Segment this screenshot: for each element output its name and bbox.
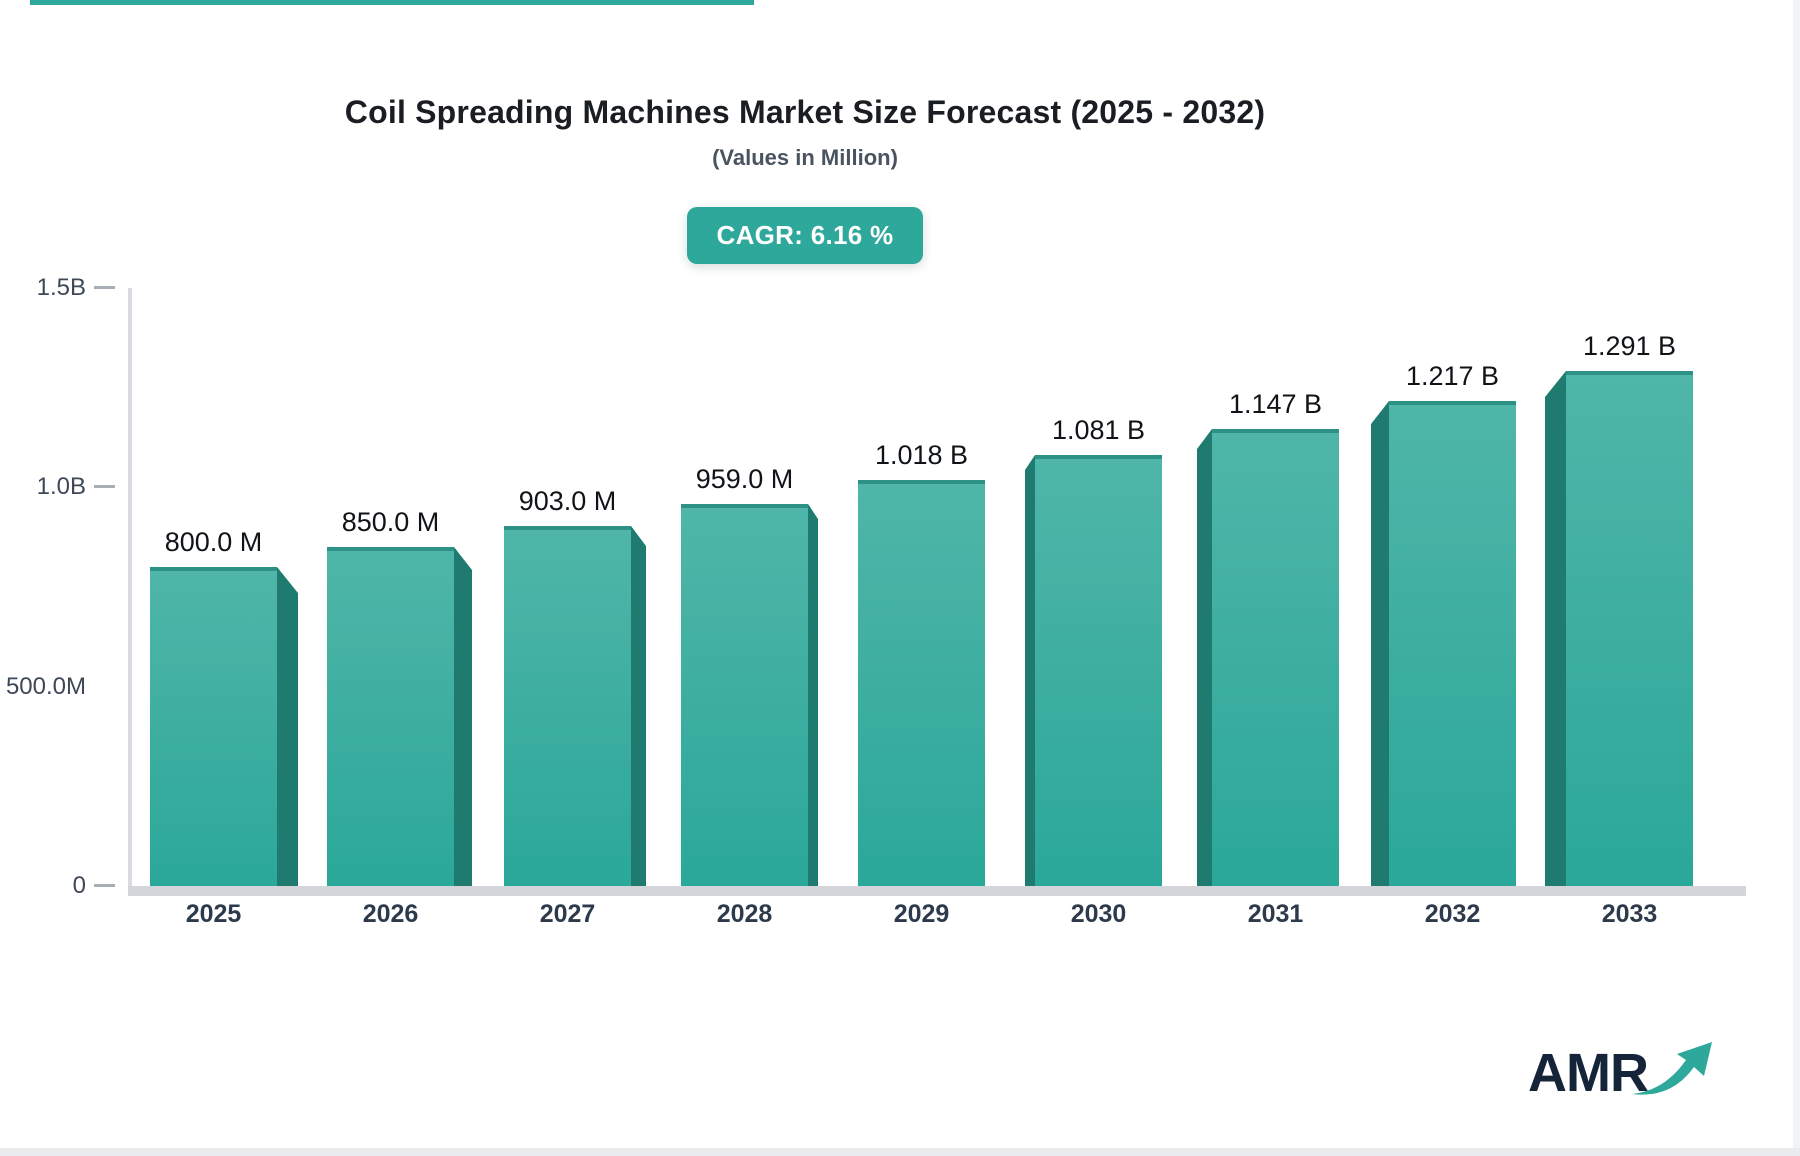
x-axis-label-2028: 2028	[716, 900, 773, 928]
y-axis-tick	[94, 286, 115, 289]
y-axis-label: 0	[72, 872, 86, 899]
bar-value-label: 903.0 M	[518, 486, 617, 516]
x-axis-label-2026: 2026	[362, 900, 419, 928]
x-axis-label-2027: 2027	[539, 900, 596, 928]
y-axis-line	[128, 288, 132, 886]
bar-value-label: 1.081 B	[1051, 415, 1146, 445]
bar-3d-side	[277, 567, 298, 886]
cagr-badge: CAGR: 6.16 %	[686, 207, 924, 264]
bar-3d-side	[808, 504, 818, 886]
bar-2031[interactable]	[1212, 429, 1339, 886]
x-axis-label-2031: 2031	[1247, 900, 1304, 928]
x-axis-baseline	[128, 886, 1746, 896]
bar-value-label: 1.147 B	[1228, 389, 1323, 419]
chart-subtitle: (Values in Million)	[712, 145, 898, 170]
bottom-scrollbar[interactable]	[0, 1148, 1800, 1156]
bar-2025[interactable]	[150, 567, 277, 886]
x-axis-label-2025: 2025	[185, 900, 242, 928]
bar-3d-side	[1025, 455, 1035, 886]
bar-3d-side	[1545, 371, 1566, 886]
y-axis-label: 1.5B	[36, 274, 86, 301]
bar-2032[interactable]	[1389, 401, 1516, 886]
bar-2026[interactable]	[327, 547, 454, 886]
chart-header: Coil Spreading Machines Market Size Fore…	[0, 94, 1610, 264]
x-axis-label-2033: 2033	[1601, 900, 1658, 928]
bar-2030[interactable]	[1035, 455, 1162, 886]
x-axis-label-2032: 2032	[1424, 900, 1481, 928]
bar-value-label: 1.018 B	[874, 440, 969, 470]
amr-logo-text: AMR	[1528, 1043, 1649, 1103]
bar-2027[interactable]	[504, 526, 631, 886]
bar-3d-side	[631, 526, 646, 886]
bar-2029[interactable]	[858, 480, 985, 886]
x-axis-label-2030: 2030	[1070, 900, 1127, 928]
amr-logo: AMR	[1528, 1040, 1716, 1100]
bar-value-label: 850.0 M	[341, 507, 440, 537]
trending-up-arrow-icon	[1631, 1042, 1712, 1095]
bar-value-label: 1.291 B	[1582, 331, 1677, 361]
bar-3d-side	[1197, 429, 1212, 886]
right-scrollbar[interactable]	[1793, 0, 1800, 1156]
bar-3d-side	[1371, 401, 1389, 886]
y-axis-tick	[94, 884, 115, 887]
bar-2028[interactable]	[681, 504, 808, 886]
bar-value-label: 1.217 B	[1405, 361, 1500, 391]
bar-value-label: 800.0 M	[164, 527, 263, 557]
bar-value-label: 959.0 M	[695, 464, 794, 494]
y-axis-tick	[94, 485, 115, 489]
bar-2033[interactable]	[1566, 371, 1693, 886]
y-axis-label: 500.0M	[5, 672, 86, 700]
bar-3d-side	[454, 547, 472, 886]
x-axis-label-2029: 2029	[893, 900, 950, 928]
chart-title: Coil Spreading Machines Market Size Fore…	[344, 94, 1266, 130]
y-axis-label: 1.0B	[36, 473, 86, 501]
top-accent-line	[30, 0, 754, 5]
